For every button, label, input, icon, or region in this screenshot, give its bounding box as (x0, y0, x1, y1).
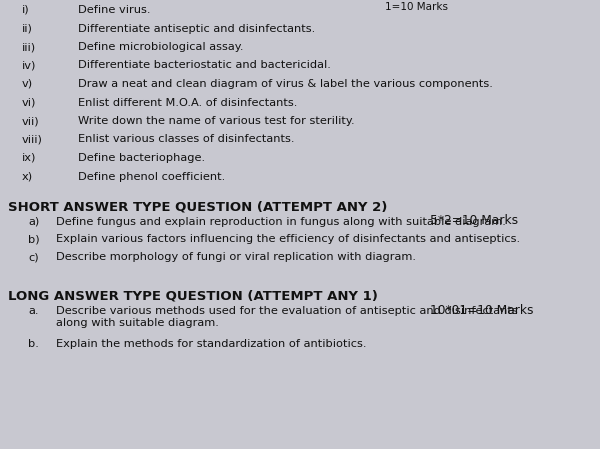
Text: Differentiate antiseptic and disinfectants.: Differentiate antiseptic and disinfectan… (78, 23, 315, 34)
Text: i): i) (22, 5, 29, 15)
Text: Draw a neat and clean diagram of virus & label the various components.: Draw a neat and clean diagram of virus &… (78, 79, 493, 89)
Text: Enlist various classes of disinfectants.: Enlist various classes of disinfectants. (78, 135, 295, 145)
Text: Describe various methods used for the evaluation of antiseptic and disinfectants: Describe various methods used for the ev… (56, 307, 518, 328)
Text: Define phenol coefficient.: Define phenol coefficient. (78, 172, 225, 181)
Text: SHORT ANSWER TYPE QUESTION (ATTEMPT ANY 2): SHORT ANSWER TYPE QUESTION (ATTEMPT ANY … (8, 200, 388, 213)
Text: 5*2=10 Marks: 5*2=10 Marks (430, 214, 518, 227)
Text: b): b) (28, 234, 40, 245)
Text: viii): viii) (22, 135, 43, 145)
Text: iii): iii) (22, 42, 36, 52)
Text: Differentiate bacteriostatic and bactericidal.: Differentiate bacteriostatic and bacteri… (78, 61, 331, 70)
Text: a.: a. (28, 307, 38, 317)
Text: x): x) (22, 172, 33, 181)
Text: 10*01=10 Marks: 10*01=10 Marks (430, 304, 533, 317)
Text: ix): ix) (22, 153, 37, 163)
Text: Write down the name of various test for sterility.: Write down the name of various test for … (78, 116, 355, 126)
Text: Define microbiological assay.: Define microbiological assay. (78, 42, 244, 52)
Text: a): a) (28, 217, 39, 227)
Text: iv): iv) (22, 61, 37, 70)
Text: vii): vii) (22, 116, 40, 126)
Text: Explain the methods for standardization of antibiotics.: Explain the methods for standardization … (56, 339, 367, 349)
Text: Enlist different M.O.A. of disinfectants.: Enlist different M.O.A. of disinfectants… (78, 97, 298, 107)
Text: 1=10 Marks: 1=10 Marks (385, 2, 448, 12)
Text: ii): ii) (22, 23, 33, 34)
Text: LONG ANSWER TYPE QUESTION (ATTEMPT ANY 1): LONG ANSWER TYPE QUESTION (ATTEMPT ANY 1… (8, 290, 378, 303)
Text: Define fungus and explain reproduction in fungus along with suitable diagram.: Define fungus and explain reproduction i… (56, 217, 506, 227)
Text: b.: b. (28, 339, 39, 349)
Text: Explain various factors influencing the efficiency of disinfectants and antisept: Explain various factors influencing the … (56, 234, 520, 245)
Text: Describe morphology of fungi or viral replication with diagram.: Describe morphology of fungi or viral re… (56, 252, 416, 262)
Text: vi): vi) (22, 97, 37, 107)
Text: v): v) (22, 79, 33, 89)
Text: c): c) (28, 252, 38, 262)
Text: Define virus.: Define virus. (78, 5, 151, 15)
Text: Define bacteriophage.: Define bacteriophage. (78, 153, 205, 163)
